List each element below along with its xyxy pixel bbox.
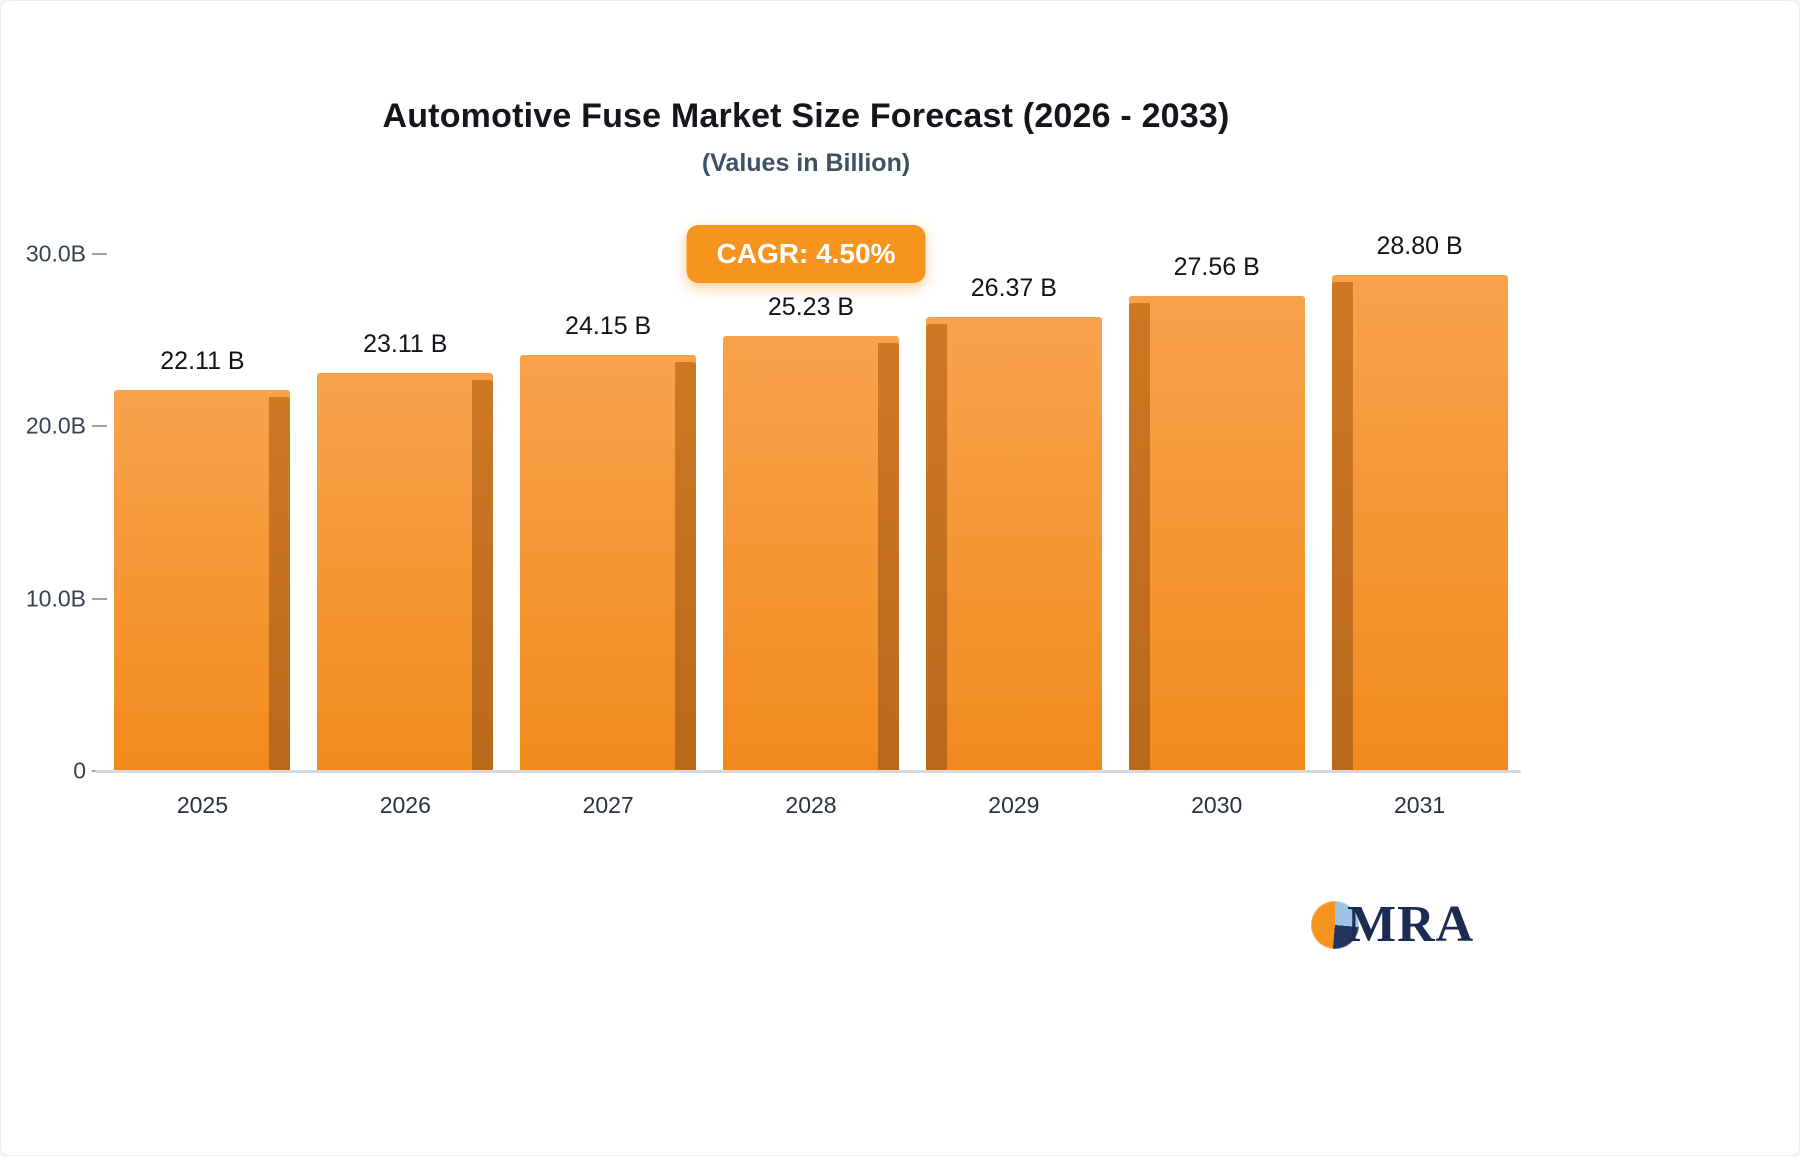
bar-3d-side xyxy=(472,379,494,771)
chart-title: Automotive Fuse Market Size Forecast (20… xyxy=(382,97,1230,135)
y-tick-label: 0 xyxy=(73,757,86,784)
plot-area: 30.0B 20.0B 10.0B 0 22.11 B 2025 23.11 B 2026 2… xyxy=(26,232,1521,818)
bar-value-label: 22.11 B xyxy=(160,347,245,375)
x-axis-label: 2026 xyxy=(379,792,431,818)
x-axis-label: 2029 xyxy=(988,792,1040,818)
bar-value-label: 23.11 B xyxy=(363,329,448,358)
bar xyxy=(925,316,1102,771)
y-tick-label: 30.0B xyxy=(25,240,86,267)
bar xyxy=(114,390,291,771)
bar-slot: 23.11 B 2026 xyxy=(304,254,507,818)
x-axis-label: 2030 xyxy=(1191,792,1243,818)
mra-logo-text: MRA xyxy=(1347,896,1475,953)
mra-logo: MRA xyxy=(1311,895,1474,954)
chart-subtitle: (Values in Billion) xyxy=(701,149,911,177)
bar xyxy=(520,354,697,771)
y-tick-label: 20.0B xyxy=(25,412,86,439)
mra-logo-pie-icon xyxy=(1311,900,1359,949)
y-tick-label: 10.0B xyxy=(25,585,86,612)
x-axis-label: 2031 xyxy=(1394,792,1446,818)
x-axis-label: 2025 xyxy=(176,792,229,818)
bar xyxy=(723,336,899,771)
bar-3d-side xyxy=(675,361,697,771)
bar-3d-side xyxy=(878,343,899,771)
bar-slot: 26.37 B 2029 xyxy=(912,254,1115,818)
x-axis-label: 2028 xyxy=(785,792,837,818)
x-axis-label: 2027 xyxy=(582,792,634,818)
bar xyxy=(317,372,494,771)
y-tick-mark xyxy=(92,425,107,428)
bar-value-label: 24.15 B xyxy=(565,311,652,340)
y-tick-mark xyxy=(92,597,107,600)
bar-3d-side xyxy=(269,397,291,771)
bars-container: 22.11 B 2025 23.11 B 2026 24.15 B 2027 25.23 B… xyxy=(101,232,1521,818)
bar-3d-side xyxy=(925,323,947,771)
y-tick-mark xyxy=(92,253,107,255)
bar-slot: 27.56 B 2030 xyxy=(1115,253,1318,818)
bar-slot: 28.80 B 2031 xyxy=(1318,232,1521,818)
bar-value-label: 28.80 B xyxy=(1376,231,1463,260)
x-axis-line xyxy=(95,770,1521,773)
bar-value-label: 27.56 B xyxy=(1173,253,1260,281)
bar-slot: 25.23 B 2028 xyxy=(710,254,913,818)
bar-3d-side xyxy=(1331,281,1353,771)
bar-3d-side xyxy=(1128,303,1150,771)
bar xyxy=(1128,296,1305,771)
bar xyxy=(1331,274,1508,771)
bar-slot: 22.11 B 2025 xyxy=(101,254,304,818)
cagr-badge: CAGR: 4.50% xyxy=(686,225,926,283)
bar-value-label: 25.23 B xyxy=(767,293,855,322)
bar-value-label: 26.37 B xyxy=(970,273,1057,302)
bar-slot: 24.15 B 2027 xyxy=(507,254,710,818)
